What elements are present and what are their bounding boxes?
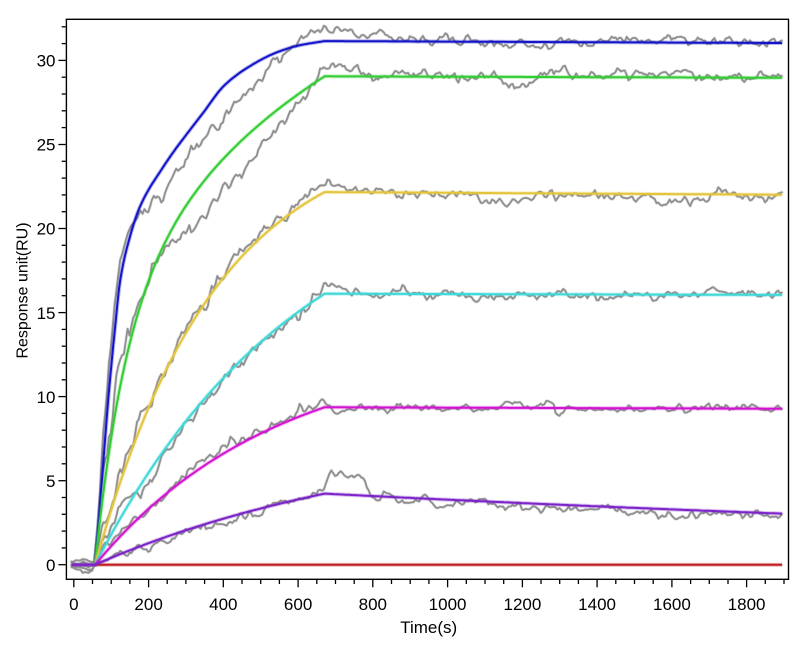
svg-text:25: 25 bbox=[37, 136, 56, 155]
svg-text:800: 800 bbox=[359, 595, 387, 614]
svg-text:Time(s): Time(s) bbox=[400, 618, 457, 637]
svg-text:0: 0 bbox=[46, 556, 55, 575]
svg-text:1600: 1600 bbox=[653, 595, 691, 614]
svg-text:1000: 1000 bbox=[429, 595, 467, 614]
svg-text:1200: 1200 bbox=[503, 595, 541, 614]
svg-text:0: 0 bbox=[69, 595, 78, 614]
svg-text:400: 400 bbox=[209, 595, 237, 614]
svg-text:600: 600 bbox=[284, 595, 312, 614]
svg-text:1800: 1800 bbox=[728, 595, 766, 614]
svg-text:30: 30 bbox=[37, 52, 56, 71]
svg-text:5: 5 bbox=[46, 472, 55, 491]
svg-text:20: 20 bbox=[37, 220, 56, 239]
svg-text:10: 10 bbox=[37, 388, 56, 407]
svg-text:1400: 1400 bbox=[578, 595, 616, 614]
svg-text:Response unit(RU): Response unit(RU) bbox=[15, 222, 32, 358]
svg-text:200: 200 bbox=[134, 595, 162, 614]
svg-text:15: 15 bbox=[37, 304, 56, 323]
